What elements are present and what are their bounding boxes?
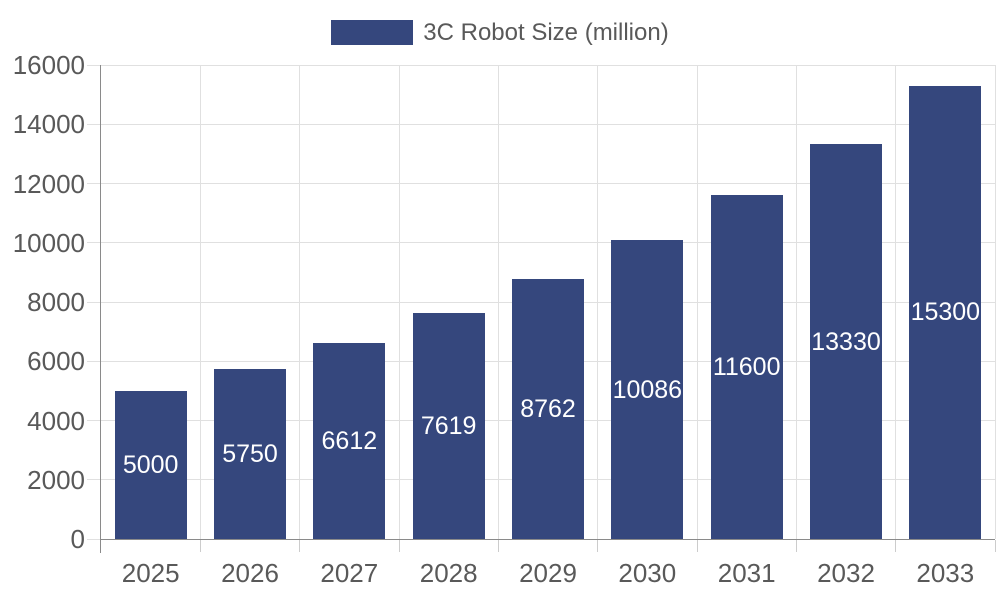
v-gridline xyxy=(795,65,797,539)
bar-value-label: 7619 xyxy=(420,412,477,441)
x-axis-label: 2033 xyxy=(916,558,975,588)
bar-value-label: 5750 xyxy=(222,439,278,468)
x-axis-tick xyxy=(696,540,698,552)
y-axis-tick xyxy=(87,123,101,125)
y-axis-tick xyxy=(87,360,101,362)
x-axis-label: 2026 xyxy=(221,558,279,588)
y-axis-label: 10000 xyxy=(12,227,85,258)
x-axis-tick xyxy=(597,540,599,552)
x-axis-tick xyxy=(795,540,797,552)
x-axis-tick xyxy=(994,540,996,552)
bar-2026[interactable] xyxy=(214,368,286,539)
y-axis-label: 6000 xyxy=(27,346,85,377)
v-gridline xyxy=(994,65,996,539)
bar-2030[interactable] xyxy=(611,240,684,539)
y-axis-tick xyxy=(87,183,101,184)
y-axis-tick xyxy=(87,301,101,303)
y-axis-line xyxy=(100,65,101,553)
y-axis-label: 16000 xyxy=(12,50,85,80)
h-gridline xyxy=(101,242,995,244)
x-axis-label: 2031 xyxy=(717,558,776,588)
x-axis-tick xyxy=(497,540,499,552)
y-axis-label: 8000 xyxy=(27,287,85,317)
y-axis-tick xyxy=(87,242,101,244)
y-axis-label: 2000 xyxy=(27,464,85,495)
x-axis-label: 2027 xyxy=(320,558,379,588)
v-gridline xyxy=(497,65,499,539)
h-gridline xyxy=(101,183,995,184)
bar-2032[interactable] xyxy=(810,144,882,539)
bar-value-label: 13330 xyxy=(811,327,881,356)
chart-legend[interactable]: 3C Robot Size (million) xyxy=(0,14,1000,51)
y-axis-tick xyxy=(87,420,101,421)
x-axis-line xyxy=(100,539,995,540)
legend-label: 3C Robot Size (million) xyxy=(423,18,669,46)
x-axis-tick xyxy=(895,540,897,552)
x-axis-tick xyxy=(199,540,201,552)
legend-swatch xyxy=(331,20,414,45)
bar-value-label: 11600 xyxy=(712,353,781,382)
v-gridline xyxy=(597,65,599,539)
v-gridline xyxy=(895,65,897,539)
x-axis-tick xyxy=(299,540,301,552)
x-axis-tick xyxy=(398,540,400,552)
y-axis-label: 0 xyxy=(70,524,85,554)
h-gridline xyxy=(101,123,995,125)
bar-2028[interactable] xyxy=(412,313,485,539)
x-axis-label: 2029 xyxy=(519,558,577,588)
bar-2031[interactable] xyxy=(710,195,783,539)
y-axis-label: 4000 xyxy=(27,405,85,436)
bar-value-label: 15300 xyxy=(910,298,981,327)
bar-value-label: 6612 xyxy=(321,427,378,456)
bar-2025[interactable] xyxy=(114,390,187,539)
x-axis-label: 2028 xyxy=(419,558,478,588)
bar-value-label: 10086 xyxy=(612,375,683,404)
h-gridline xyxy=(101,64,995,66)
v-gridline xyxy=(299,65,301,539)
bar-2029[interactable] xyxy=(512,279,584,539)
x-axis-label: 2025 xyxy=(121,558,180,588)
bar-2027[interactable] xyxy=(313,343,386,539)
y-axis-label: 14000 xyxy=(12,109,85,140)
bar-2033[interactable] xyxy=(909,85,982,539)
v-gridline xyxy=(199,65,201,539)
x-axis-label: 2030 xyxy=(618,558,677,588)
y-axis-tick xyxy=(87,64,101,66)
v-gridline xyxy=(696,65,698,539)
x-axis-label: 2032 xyxy=(817,558,875,588)
bar-value-label: 5000 xyxy=(122,450,179,479)
y-axis-tick xyxy=(87,479,101,481)
v-gridline xyxy=(398,65,400,539)
bar-value-label: 8762 xyxy=(520,395,576,424)
y-axis-tick xyxy=(87,538,101,540)
y-axis-label: 12000 xyxy=(12,168,85,199)
